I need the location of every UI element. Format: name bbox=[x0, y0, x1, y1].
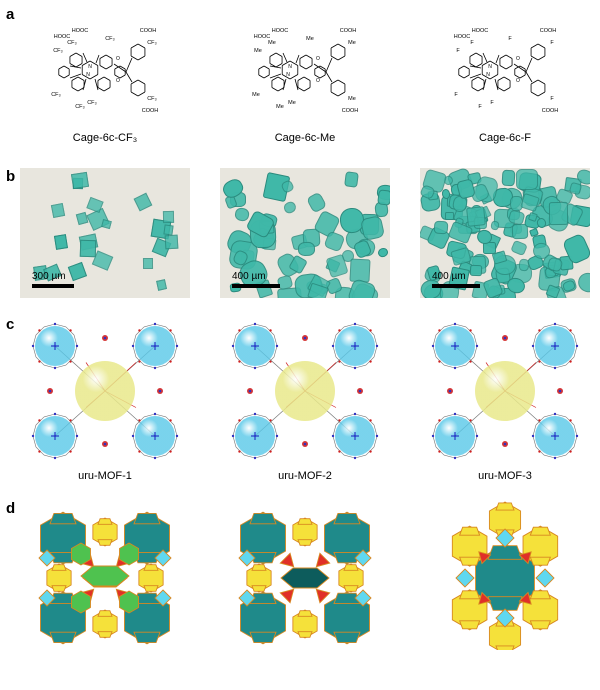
svg-text:HOOC: HOOC bbox=[72, 28, 89, 34]
svg-text:N: N bbox=[88, 64, 92, 70]
svg-text:O: O bbox=[116, 56, 120, 62]
tiling-1 bbox=[220, 500, 390, 650]
svg-text:CF₃: CF₃ bbox=[87, 100, 97, 106]
micrograph-0: 300 µm bbox=[20, 168, 190, 298]
svg-text:O: O bbox=[116, 78, 120, 84]
panel-label-a: a bbox=[6, 6, 14, 23]
scalebar: 300 µm bbox=[32, 271, 74, 288]
mof-2: uru-MOF-3 bbox=[420, 316, 590, 482]
scalebar-line bbox=[432, 284, 480, 288]
svg-text:CF₃: CF₃ bbox=[51, 92, 61, 98]
mof-1: uru-MOF-2 bbox=[220, 316, 390, 482]
svg-text:N: N bbox=[288, 64, 292, 70]
svg-text:O: O bbox=[316, 56, 320, 62]
scalebar-line bbox=[32, 284, 74, 288]
micrograph-img-0: 300 µm bbox=[20, 168, 190, 298]
micrograph-2: 400 µm bbox=[420, 168, 590, 298]
scalebar-line bbox=[232, 284, 280, 288]
svg-text:COOH: COOH bbox=[142, 108, 159, 114]
row-c: uru-MOF-1 uru-MOF-2 uru-MOF-3 bbox=[20, 316, 590, 482]
chem-diagram-1: NNMeMeMeMeMeMeMeMeHOOCCOOHCOOHHOOCOO bbox=[220, 8, 390, 128]
chem-diagram-0: NNCF₃CF₃CF₃CF₃CF₃CF₃CF₃CF₃HOOCCOOHCOOHHO… bbox=[20, 8, 190, 128]
svg-text:N: N bbox=[486, 72, 490, 78]
svg-text:O: O bbox=[316, 78, 320, 84]
scalebar-text: 300 µm bbox=[32, 271, 66, 282]
svg-text:F: F bbox=[478, 104, 482, 110]
svg-text:Me: Me bbox=[306, 36, 314, 42]
svg-text:CF₃: CF₃ bbox=[147, 40, 157, 46]
svg-text:F: F bbox=[550, 96, 554, 102]
mof-0: uru-MOF-1 bbox=[20, 316, 190, 482]
svg-text:Me: Me bbox=[252, 92, 260, 98]
tiling-diagram-1 bbox=[220, 500, 390, 650]
svg-text:COOH: COOH bbox=[542, 108, 559, 114]
svg-text:Me: Me bbox=[348, 96, 356, 102]
cage-structure-2: NNFFFFFFFFHOOCCOOHCOOHHOOCOO Cage-6c-F bbox=[420, 8, 590, 144]
row-b: 300 µm 400 µm 400 µm bbox=[20, 168, 590, 298]
tiling-0 bbox=[20, 500, 190, 650]
svg-text:HOOC: HOOC bbox=[54, 34, 71, 40]
svg-text:O: O bbox=[516, 56, 520, 62]
svg-text:CF₃: CF₃ bbox=[53, 48, 63, 54]
svg-text:Me: Me bbox=[276, 104, 284, 110]
scalebar-text: 400 µm bbox=[432, 271, 466, 282]
cage-structure-0: NNCF₃CF₃CF₃CF₃CF₃CF₃CF₃CF₃HOOCCOOHCOOHHO… bbox=[20, 8, 190, 144]
tiling-diagram-2 bbox=[420, 500, 590, 650]
svg-text:Me: Me bbox=[254, 48, 262, 54]
svg-text:F: F bbox=[454, 92, 458, 98]
cage-label-1: Cage-6c-Me bbox=[275, 132, 336, 144]
micrograph-img-1: 400 µm bbox=[220, 168, 390, 298]
mof-diagram-1 bbox=[220, 316, 390, 466]
row-a: NNCF₃CF₃CF₃CF₃CF₃CF₃CF₃CF₃HOOCCOOHCOOHHO… bbox=[20, 8, 590, 144]
tiling-2 bbox=[420, 500, 590, 650]
cage-label-0: Cage-6c-CF₃ bbox=[73, 132, 137, 144]
svg-text:F: F bbox=[456, 48, 460, 54]
mof-diagram-0 bbox=[20, 316, 190, 466]
svg-text:COOH: COOH bbox=[340, 28, 357, 34]
scalebar: 400 µm bbox=[432, 271, 480, 288]
svg-text:COOH: COOH bbox=[140, 28, 157, 34]
chem-diagram-2: NNFFFFFFFFHOOCCOOHCOOHHOOCOO bbox=[420, 8, 590, 128]
svg-text:CF₃: CF₃ bbox=[105, 36, 115, 42]
svg-text:Me: Me bbox=[288, 100, 296, 106]
panel-label-c: c bbox=[6, 316, 14, 333]
svg-text:HOOC: HOOC bbox=[272, 28, 289, 34]
mof-label-0: uru-MOF-1 bbox=[78, 470, 132, 482]
svg-text:F: F bbox=[470, 40, 474, 46]
svg-text:O: O bbox=[516, 78, 520, 84]
scalebar-text: 400 µm bbox=[232, 271, 266, 282]
panel-label-b: b bbox=[6, 168, 15, 185]
svg-text:COOH: COOH bbox=[540, 28, 557, 34]
mof-label-2: uru-MOF-3 bbox=[478, 470, 532, 482]
svg-text:HOOC: HOOC bbox=[454, 34, 471, 40]
cage-structure-1: NNMeMeMeMeMeMeMeMeHOOCCOOHCOOHHOOCOO Cag… bbox=[220, 8, 390, 144]
mof-diagram-2 bbox=[420, 316, 590, 466]
svg-text:F: F bbox=[508, 36, 512, 42]
cage-label-2: Cage-6c-F bbox=[479, 132, 531, 144]
svg-text:F: F bbox=[490, 100, 494, 106]
row-d bbox=[20, 500, 590, 650]
tiling-diagram-0 bbox=[20, 500, 190, 650]
svg-text:Me: Me bbox=[348, 40, 356, 46]
svg-text:N: N bbox=[86, 72, 90, 78]
svg-text:HOOC: HOOC bbox=[472, 28, 489, 34]
svg-text:CF₃: CF₃ bbox=[75, 104, 85, 110]
svg-text:CF₃: CF₃ bbox=[147, 96, 157, 102]
svg-text:HOOC: HOOC bbox=[254, 34, 271, 40]
scalebar: 400 µm bbox=[232, 271, 280, 288]
svg-text:COOH: COOH bbox=[342, 108, 359, 114]
svg-text:CF₃: CF₃ bbox=[67, 40, 77, 46]
micrograph-1: 400 µm bbox=[220, 168, 390, 298]
svg-text:Me: Me bbox=[268, 40, 276, 46]
panel-label-d: d bbox=[6, 500, 15, 517]
micrograph-img-2: 400 µm bbox=[420, 168, 590, 298]
svg-text:F: F bbox=[550, 40, 554, 46]
mof-label-1: uru-MOF-2 bbox=[278, 470, 332, 482]
svg-text:N: N bbox=[488, 64, 492, 70]
svg-text:N: N bbox=[286, 72, 290, 78]
